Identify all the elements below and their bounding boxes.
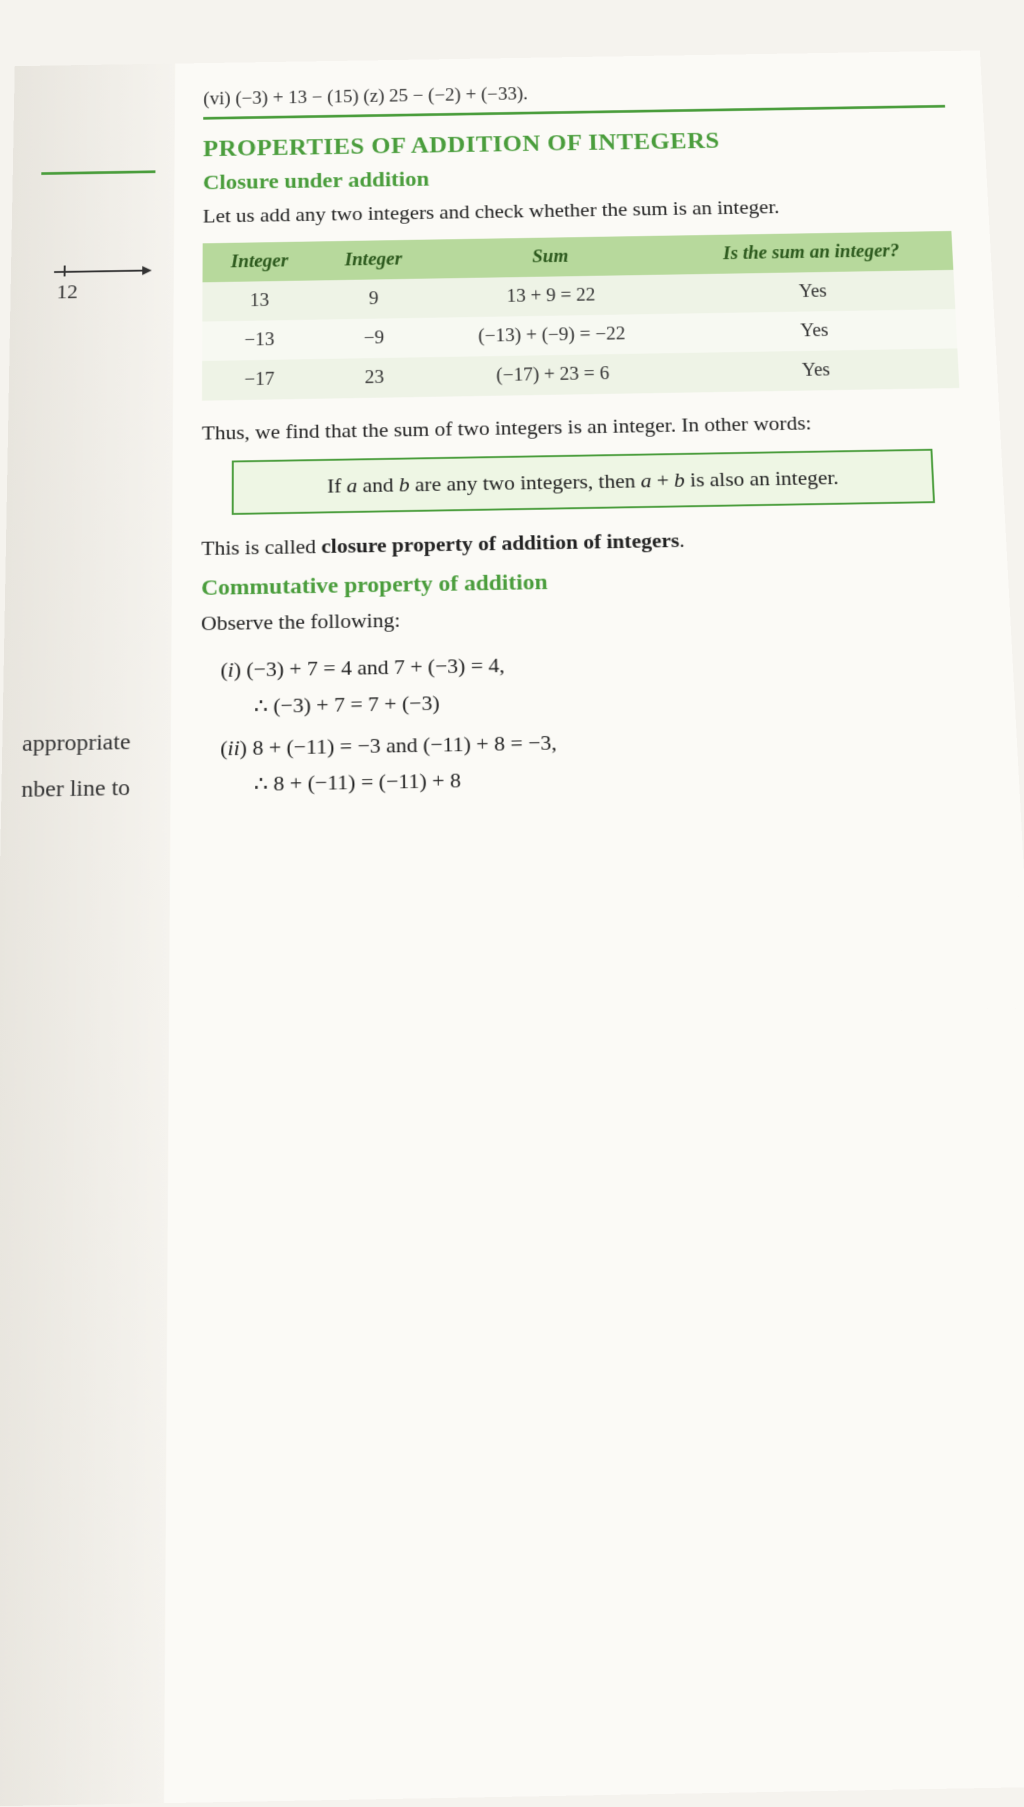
example-ii: (ii) 8 + (−11) = −3 and (−11) + 8 = −3, … <box>220 717 980 803</box>
example-i-line1: (−3) + 7 = 4 and 7 + (−3) = 4, <box>246 653 504 681</box>
number-line-axis <box>54 270 150 273</box>
section-title: PROPERTIES OF ADDITION OF INTEGERS <box>203 124 947 163</box>
col-integer-b: Integer <box>316 239 430 280</box>
commutative-heading: Commutative property of addition <box>201 563 969 602</box>
commutative-lead: Observe the following: <box>201 597 971 639</box>
tick-label-12: 12 <box>56 280 77 304</box>
closure-property-box: If a and b are any two integers, then a … <box>232 448 935 514</box>
green-arrow-line <box>41 170 155 175</box>
example-i-line2: ∴ (−3) + 7 = 7 + (−3) <box>254 675 976 723</box>
cell: Yes <box>671 270 956 314</box>
closure-conclusion: Thus, we find that the sum of two intege… <box>202 406 962 447</box>
closure-table: Integer Integer Sum Is the sum an intege… <box>202 231 959 401</box>
example-ii-line2: ∴ 8 + (−11) = (−11) + 8 <box>254 753 980 802</box>
cell: −17 <box>202 359 317 401</box>
cell: 9 <box>317 278 431 319</box>
closure-heading: Closure under addition <box>203 159 949 195</box>
cell: (−17) + 23 = 6 <box>431 353 674 397</box>
example-ii-line1: 8 + (−11) = −3 and (−11) + 8 = −3, <box>252 730 557 760</box>
closure-lead: Let us add any two integers and check wh… <box>203 190 951 230</box>
cell: (−13) + (−9) = −22 <box>431 314 673 357</box>
cell: −9 <box>317 318 432 359</box>
commutative-examples: (i) (−3) + 7 = 4 and 7 + (−3) = 4, ∴ (−3… <box>220 639 980 803</box>
margin-word-number-line: nber line to <box>21 775 170 804</box>
cell: 13 <box>202 280 316 321</box>
example-i: (i) (−3) + 7 = 4 and 7 + (−3) = 4, ∴ (−3… <box>220 639 975 724</box>
number-line-fragment: 12 <box>39 269 155 326</box>
closure-property-text: If a and b are any two integers, then a … <box>327 465 839 497</box>
cell: −13 <box>202 319 317 360</box>
margin-word-appropriate: appropriate <box>22 729 171 758</box>
col-integer-a: Integer <box>203 241 317 282</box>
cell: 23 <box>317 357 432 399</box>
cell: 13 + 9 = 22 <box>431 274 672 317</box>
cell: Yes <box>672 309 957 353</box>
page-left-margin: 12 appropriate nber line to <box>0 64 175 1807</box>
cell: Yes <box>673 348 959 392</box>
closure-name-line: This is called closure property of addit… <box>201 521 967 563</box>
tick-mark <box>64 266 66 277</box>
textbook-page: (vi) (−3) + 13 − (15) (z) 25 − (−2) + (−… <box>164 50 1024 1803</box>
top-exercise-fragment: (vi) (−3) + 13 − (15) (z) 25 − (−2) + (−… <box>203 77 944 109</box>
col-sum: Sum <box>430 235 671 278</box>
col-is-integer: Is the sum an integer? <box>670 231 954 275</box>
